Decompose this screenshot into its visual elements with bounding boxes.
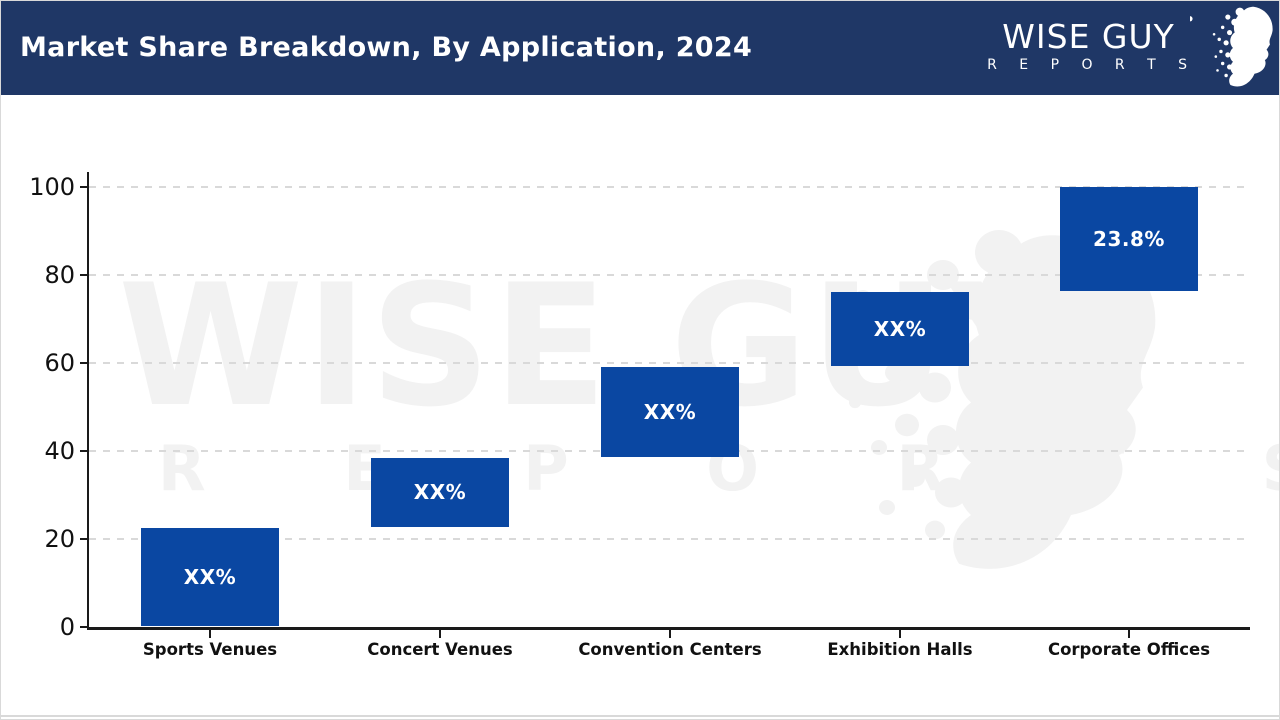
- y-tick-label-60: 60: [44, 349, 75, 377]
- x-category-label-1: Concert Venues: [367, 640, 513, 659]
- y-tick-label-0: 0: [59, 613, 75, 641]
- y-axis-tick-80: [80, 274, 87, 276]
- bar-convention-centers: XX%: [601, 367, 739, 457]
- x-category-label-3: Exhibition Halls: [827, 640, 973, 659]
- bar-value-label: XX%: [873, 317, 927, 342]
- bar-value-label: XX%: [643, 399, 697, 424]
- gridline-60: [89, 362, 1250, 364]
- face-profile-logo-icon: [1190, 6, 1273, 87]
- gridline-80: [89, 274, 1250, 276]
- figure-bottom-rule: [0, 715, 1280, 717]
- gridline-20: [89, 538, 1250, 540]
- page-title: Market Share Breakdown, By Application, …: [20, 32, 753, 63]
- y-tick-label-20: 20: [44, 525, 75, 553]
- x-axis-tick-2: [669, 630, 671, 638]
- bar-value-label: 23.8%: [1093, 226, 1165, 251]
- x-category-label-0: Sports Venues: [142, 640, 278, 659]
- x-axis-line: [87, 627, 1250, 630]
- y-axis-tick-60: [80, 362, 87, 364]
- y-tick-label-40: 40: [44, 437, 75, 465]
- header: Market Share Breakdown, By Application, …: [0, 0, 1280, 95]
- y-axis-tick-20: [80, 538, 87, 540]
- bar-value-label: XX%: [183, 565, 237, 589]
- gridline-100: [89, 186, 1250, 188]
- y-axis-tick-40: [80, 450, 87, 452]
- x-axis-tick-1: [439, 630, 441, 638]
- wise-guy-logo: WISE GUY R E P O R T S: [981, 17, 1196, 74]
- y-tick-label-100: 100: [29, 173, 75, 201]
- x-category-label-4: Corporate Offices: [1047, 640, 1211, 659]
- y-axis-line: [87, 172, 89, 630]
- bar-concert-venues: XX%: [371, 457, 509, 527]
- y-axis-tick-0: [80, 626, 87, 628]
- bar-corporate-offices: 23.8%: [1060, 187, 1198, 291]
- bar-exhibition-halls: XX%: [831, 291, 969, 367]
- logo-sub-text: R E P O R T S: [987, 57, 1196, 73]
- y-axis-tick-100: [80, 186, 87, 188]
- bar-sports-venues: XX%: [141, 528, 279, 626]
- x-category-label-2: Convention Centers: [578, 640, 762, 659]
- y-tick-label-80: 80: [44, 261, 75, 289]
- x-axis-tick-4: [1128, 630, 1130, 638]
- logo-name-text: WISE GUY: [1002, 17, 1175, 56]
- bar-value-label: XX%: [413, 480, 467, 505]
- x-axis-tick-0: [209, 630, 211, 638]
- x-axis-tick-3: [899, 630, 901, 638]
